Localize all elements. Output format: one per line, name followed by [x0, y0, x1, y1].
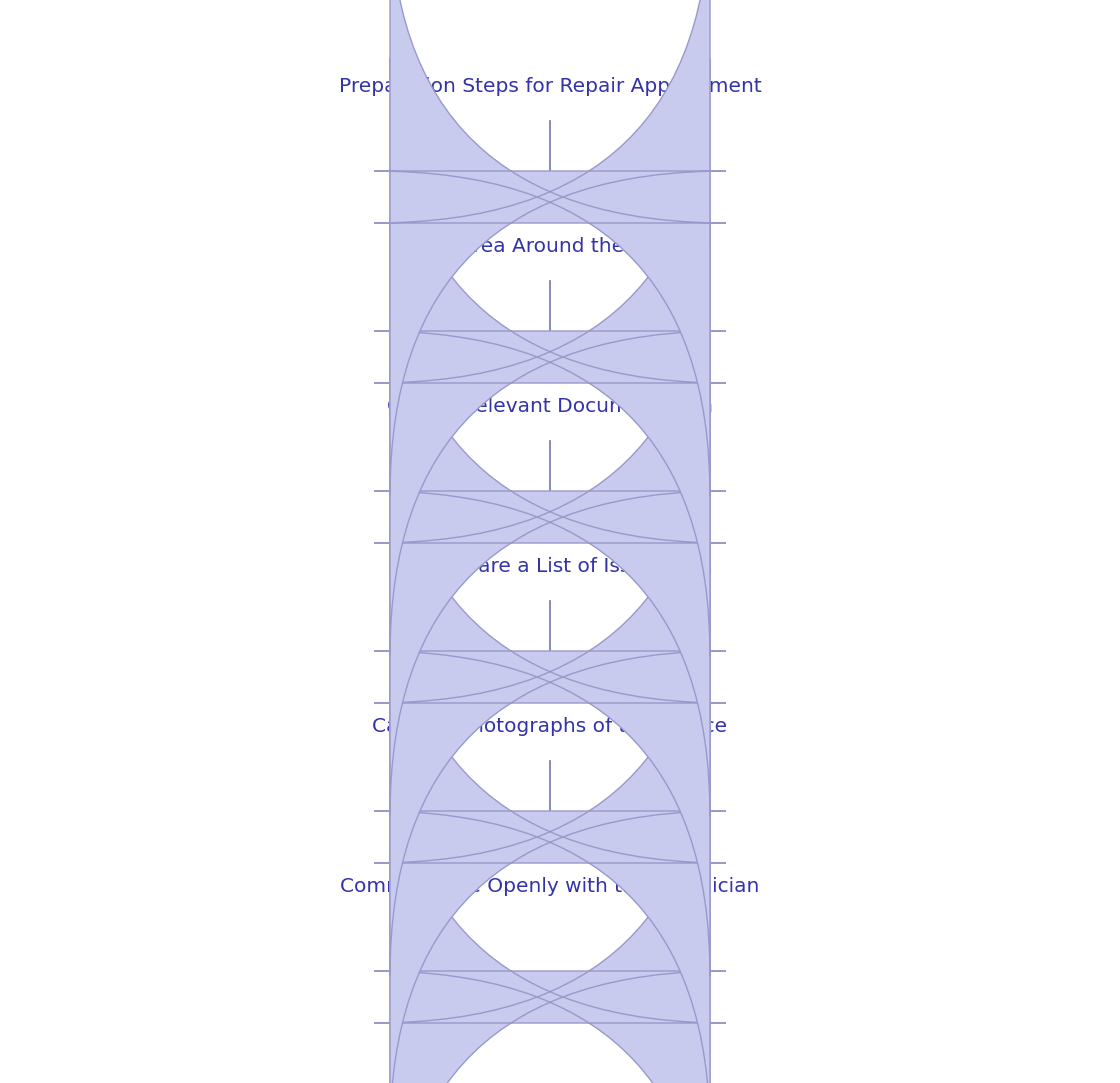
Text: Capture Photographs of the Device: Capture Photographs of the Device	[373, 717, 728, 735]
Text: Preparation Steps for Repair Appointment: Preparation Steps for Repair Appointment	[338, 77, 762, 95]
Text: Prepare a List of Issues: Prepare a List of Issues	[433, 557, 666, 575]
Text: Clear Area Around the Device: Clear Area Around the Device	[400, 236, 700, 256]
Text: Collect Relevant Documentation: Collect Relevant Documentation	[388, 396, 713, 416]
Text: Communicate Openly with the Technician: Communicate Openly with the Technician	[340, 876, 759, 896]
